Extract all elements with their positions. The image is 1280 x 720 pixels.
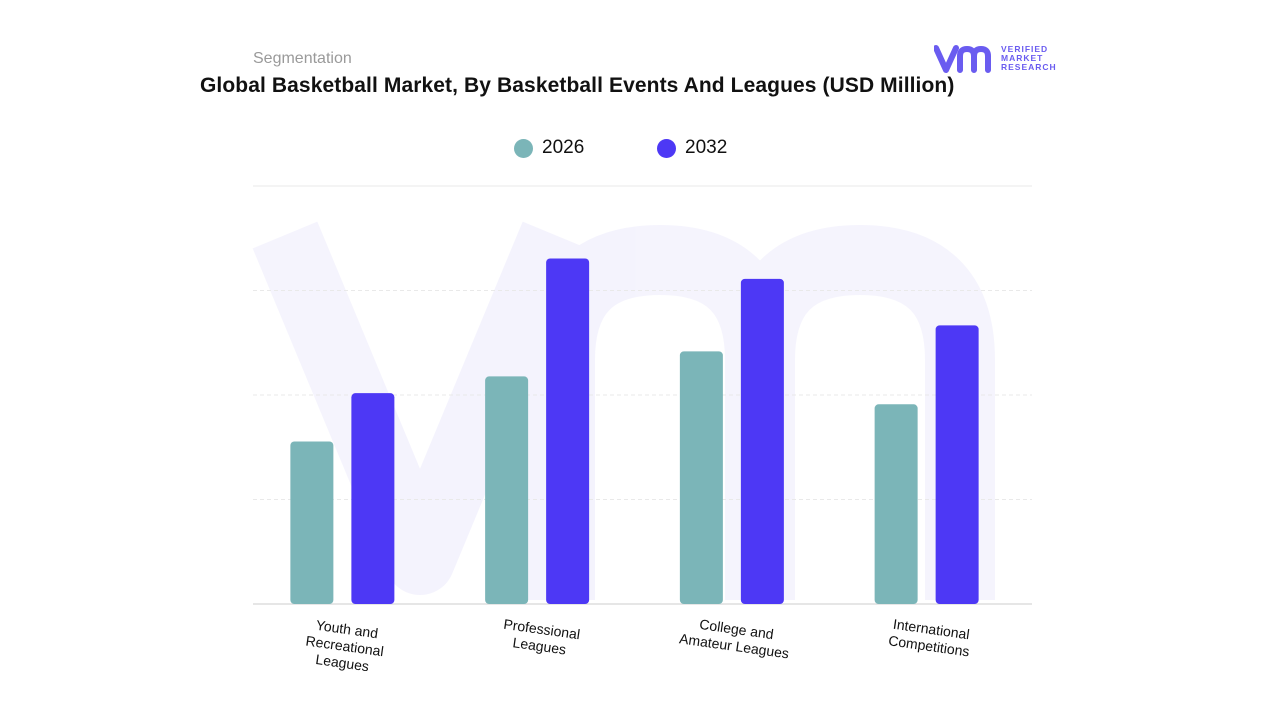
- logo-wordmark: VERIFIED MARKET RESEARCH: [1001, 45, 1057, 72]
- logo-line-research: RESEARCH: [1001, 62, 1057, 72]
- legend-label-2026: 2026: [542, 137, 585, 158]
- section-label: Segmentation: [253, 50, 352, 67]
- x-axis-labels: Youth andRecreationalLeagues Professional…: [302, 613, 973, 676]
- bar-2032-2[interactable]: [546, 258, 590, 604]
- x-tick-label-3: College andAmateur Leagues: [678, 613, 792, 661]
- bars: [290, 258, 979, 604]
- x-tick-label-2: ProfessionalLeagues: [500, 616, 581, 659]
- logo-line-market: MARKET: [1001, 53, 1044, 63]
- legend-label-2032: 2032: [685, 137, 728, 158]
- x-tick-label-1: Youth andRecreationalLeagues: [302, 616, 387, 676]
- bar-2026-3[interactable]: [679, 351, 723, 604]
- bar-2032-1[interactable]: [351, 393, 395, 604]
- bar-2032-4[interactable]: [935, 325, 979, 604]
- bar-2026-4[interactable]: [874, 404, 918, 604]
- vmr-logo: VERIFIED MARKET RESEARCH: [933, 44, 1064, 76]
- bar-2026-1[interactable]: [290, 441, 334, 604]
- chart-legend: 2026 2032: [0, 136, 1280, 160]
- bar-2032-3[interactable]: [740, 278, 784, 604]
- logo-line-verified: VERIFIED: [1001, 44, 1049, 54]
- legend-item-2026[interactable]: 2026: [514, 136, 584, 160]
- chart-title: Global Basketball Market, By Basketball …: [200, 74, 955, 97]
- legend-swatch-2032: [657, 138, 676, 158]
- bar-2026-2[interactable]: [485, 376, 529, 604]
- x-tick-label-4: InternationalCompetitions: [887, 615, 973, 659]
- vmr-logo-icon: [933, 45, 991, 73]
- legend-item-2032[interactable]: 2032: [657, 136, 727, 160]
- legend-swatch-2026: [514, 138, 533, 158]
